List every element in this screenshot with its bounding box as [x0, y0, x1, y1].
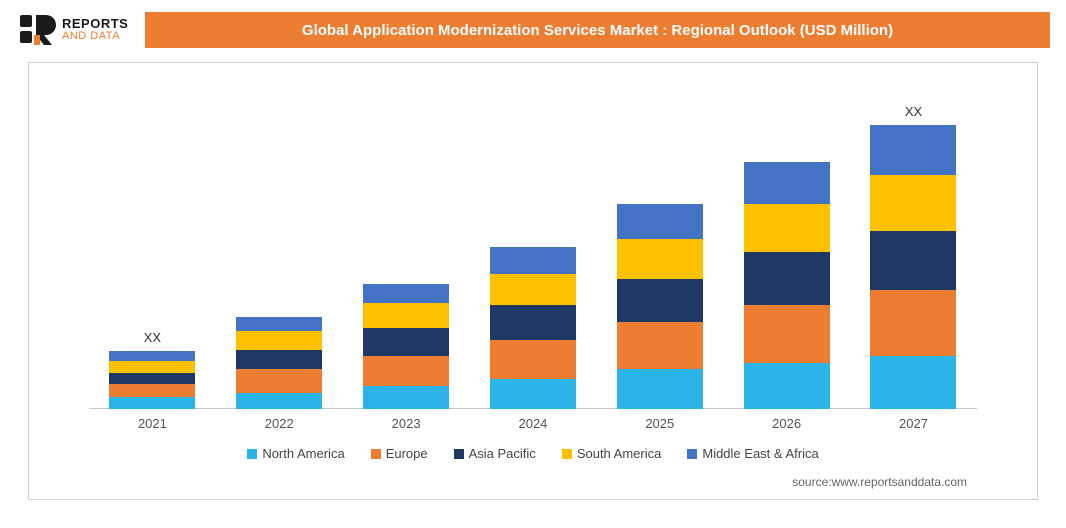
- legend-label: Europe: [386, 446, 428, 461]
- bar-segment: [236, 317, 322, 332]
- chart-title-bar: Global Application Modernization Service…: [145, 12, 1050, 48]
- bar-segment: [363, 303, 449, 328]
- bar-segment: [617, 322, 703, 370]
- bar-segment: [617, 204, 703, 239]
- bar-segment: [617, 369, 703, 409]
- bar-annotation: XX: [144, 330, 161, 345]
- bar-segment: [744, 305, 830, 363]
- logo-icon: [20, 12, 58, 46]
- bar-segment: [236, 393, 322, 410]
- bar-stack: [109, 351, 195, 409]
- x-axis-label: 2025: [617, 416, 703, 431]
- legend-item: North America: [247, 446, 344, 461]
- bar-annotation: XX: [905, 104, 922, 119]
- bar-stack: [870, 125, 956, 409]
- bar-segment: [109, 397, 195, 409]
- legend-item: Middle East & Africa: [687, 446, 818, 461]
- bar-segment: [109, 351, 195, 361]
- bar-segment: [870, 290, 956, 356]
- bar-stack: [744, 162, 830, 409]
- legend-label: South America: [577, 446, 662, 461]
- legend-swatch: [454, 449, 464, 459]
- logo-line1: REPORTS: [62, 17, 128, 30]
- bar-segment: [617, 279, 703, 322]
- legend-swatch: [247, 449, 257, 459]
- legend-swatch: [687, 449, 697, 459]
- bar-group: [617, 204, 703, 409]
- bar-segment: [870, 231, 956, 290]
- bar-stack: [490, 247, 576, 409]
- bar-segment: [744, 162, 830, 205]
- x-axis-label: 2027: [870, 416, 956, 431]
- x-axis-label: 2022: [236, 416, 322, 431]
- bar-segment: [744, 363, 830, 409]
- bar-segment: [744, 204, 830, 252]
- legend-label: Middle East & Africa: [702, 446, 818, 461]
- plot-area: XX XX: [89, 81, 977, 409]
- legend-label: North America: [262, 446, 344, 461]
- bar-stack: [236, 317, 322, 409]
- logo-text: REPORTS AND DATA: [62, 17, 128, 42]
- bar-segment: [870, 175, 956, 231]
- logo: REPORTS AND DATA: [20, 12, 128, 46]
- bar-segment: [236, 369, 322, 392]
- legend-item: South America: [562, 446, 662, 461]
- legend-label: Asia Pacific: [469, 446, 536, 461]
- legend-swatch: [562, 449, 572, 459]
- bar-segment: [109, 361, 195, 373]
- bar-segment: [870, 125, 956, 175]
- bar-segment: [363, 328, 449, 356]
- chart-container: XX XX 2021 2022 2023 2024 2025 2026 2027 North …: [28, 62, 1038, 500]
- chart-title: Global Application Modernization Service…: [302, 22, 893, 39]
- source-text: source:www.reportsanddata.com: [792, 475, 967, 489]
- bar-segment: [109, 373, 195, 385]
- bar-stack: [617, 204, 703, 409]
- bar-segment: [490, 340, 576, 380]
- legend: North America Europe Asia Pacific South Ame…: [29, 446, 1037, 461]
- bar-segment: [490, 247, 576, 273]
- legend-item: Asia Pacific: [454, 446, 536, 461]
- bar-segment: [236, 350, 322, 370]
- bar-segment: [490, 379, 576, 409]
- bar-segment: [617, 239, 703, 279]
- bar-groups: XX XX: [89, 81, 977, 409]
- x-axis-label: 2026: [744, 416, 830, 431]
- x-axis-label: 2024: [490, 416, 576, 431]
- bar-segment: [490, 305, 576, 340]
- bar-group: [236, 317, 322, 409]
- legend-swatch: [371, 449, 381, 459]
- bar-group: [744, 162, 830, 409]
- bar-group: XX: [109, 351, 195, 409]
- x-axis-label: 2023: [363, 416, 449, 431]
- logo-line2: AND DATA: [62, 31, 128, 42]
- bar-segment: [870, 356, 956, 409]
- bar-group: [363, 284, 449, 409]
- bar-group: XX: [870, 125, 956, 409]
- bar-stack: [363, 284, 449, 409]
- bar-segment: [363, 356, 449, 386]
- legend-item: Europe: [371, 446, 428, 461]
- bar-segment: [490, 274, 576, 305]
- bar-segment: [236, 331, 322, 349]
- bar-group: [490, 247, 576, 409]
- bar-segment: [109, 384, 195, 397]
- bar-segment: [363, 386, 449, 409]
- x-axis-labels: 2021 2022 2023 2024 2025 2026 2027: [89, 416, 977, 431]
- x-axis-label: 2021: [109, 416, 195, 431]
- bar-segment: [744, 252, 830, 305]
- bar-segment: [363, 284, 449, 304]
